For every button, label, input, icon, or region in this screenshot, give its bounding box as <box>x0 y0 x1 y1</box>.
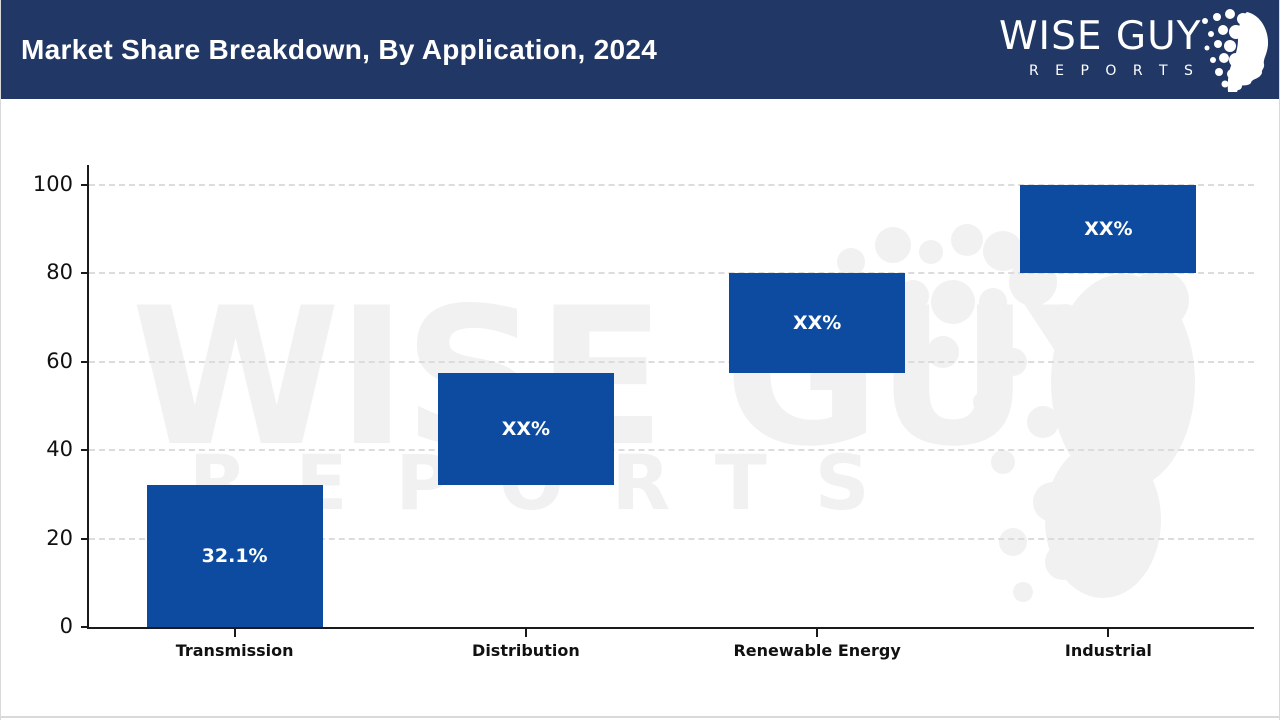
x-tick <box>1107 629 1110 637</box>
gridline-y40 <box>89 449 1254 452</box>
y-tick <box>81 449 89 452</box>
bar-industrial: XX% <box>1020 185 1197 274</box>
bottom-border <box>1 716 1279 718</box>
y-tick-label: 0 <box>59 614 73 638</box>
y-tick-label: 20 <box>46 525 73 550</box>
y-tick <box>81 184 89 186</box>
bar-distribution: XX% <box>437 372 614 486</box>
x-axis-spine <box>87 627 1254 629</box>
y-tick-label: 40 <box>46 437 73 462</box>
y-tick <box>81 360 89 363</box>
wise-guy-reports-logo: WISE GUY R E P O R T S <box>999 9 1269 92</box>
logo-wordmark-text: WISE GUY <box>999 14 1201 59</box>
bar-transmission: 32.1% <box>146 485 323 627</box>
x-tick-label: Distribution <box>472 641 580 660</box>
x-tick <box>524 629 527 637</box>
header-bar: Market Share Breakdown, By Application, … <box>1 0 1279 99</box>
x-tick-label: Transmission <box>175 641 294 660</box>
y-tick <box>81 537 89 540</box>
gridline-y100 <box>89 184 1254 186</box>
bar-renewable-energy: XX% <box>729 273 906 373</box>
logo-dot-head-icon <box>1202 9 1269 92</box>
logo-subtext: R E P O R T S <box>1029 63 1199 79</box>
gridline-y80 <box>89 272 1254 275</box>
y-axis-spine <box>87 165 89 629</box>
y-tick-label: 80 <box>46 260 73 285</box>
x-tick <box>816 629 819 637</box>
bar-value-label: XX% <box>1084 218 1133 241</box>
y-tick <box>81 626 89 628</box>
y-tick-label: 60 <box>46 348 73 373</box>
x-tick <box>233 629 236 637</box>
y-tick-label: 100 <box>32 172 73 196</box>
y-tick <box>81 272 89 275</box>
gridline-y60 <box>89 360 1254 363</box>
gridline-y20 <box>89 537 1254 540</box>
x-tick-label: Renewable Energy <box>733 641 901 660</box>
bar-value-label: 32.1% <box>201 545 268 568</box>
x-tick-label: Industrial <box>1064 641 1152 660</box>
bar-value-label: XX% <box>501 417 551 440</box>
page-title: Market Share Breakdown, By Application, … <box>21 33 658 65</box>
bar-value-label: XX% <box>792 312 842 335</box>
